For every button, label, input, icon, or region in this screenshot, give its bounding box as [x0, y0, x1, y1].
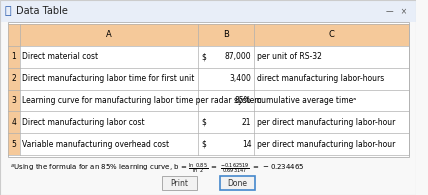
Text: Direct manufacturing labor time for first unit: Direct manufacturing labor time for firs…	[22, 74, 194, 83]
Bar	[8, 22, 409, 157]
Text: Print: Print	[170, 178, 188, 188]
Text: $: $	[201, 118, 206, 127]
Text: B: B	[223, 30, 229, 39]
Text: 4: 4	[12, 118, 16, 127]
Text: 21: 21	[242, 118, 251, 127]
Text: 3,400: 3,400	[229, 74, 251, 83]
Bar	[8, 133, 20, 155]
Text: C: C	[329, 30, 334, 39]
Text: 3: 3	[12, 96, 16, 105]
Text: 5: 5	[12, 140, 16, 149]
Text: ⓘ: ⓘ	[4, 6, 11, 16]
Bar	[8, 90, 20, 111]
Bar	[161, 176, 196, 190]
Text: —   ×: — ×	[386, 6, 407, 15]
Text: Variable manufacturing overhead cost: Variable manufacturing overhead cost	[22, 140, 169, 149]
Bar	[8, 111, 20, 133]
Text: 87,000: 87,000	[225, 52, 251, 61]
Text: per direct manufacturing labor-hour: per direct manufacturing labor-hour	[257, 118, 395, 127]
Text: 2: 2	[12, 74, 16, 83]
Text: Direct manufacturing labor cost: Direct manufacturing labor cost	[22, 118, 144, 127]
Text: 1: 1	[12, 52, 16, 61]
Bar	[220, 176, 255, 190]
Bar	[0, 0, 416, 22]
Text: $: $	[201, 140, 206, 149]
Text: Done: Done	[227, 178, 247, 188]
Text: 85%: 85%	[235, 96, 251, 105]
Text: 14: 14	[242, 140, 251, 149]
Text: Data Table: Data Table	[15, 6, 68, 16]
Text: $: $	[201, 52, 206, 61]
Text: per unit of RS-32: per unit of RS-32	[257, 52, 322, 61]
Bar	[8, 24, 409, 46]
Text: per direct manufacturing labor-hour: per direct manufacturing labor-hour	[257, 140, 395, 149]
Text: Direct material cost: Direct material cost	[22, 52, 98, 61]
Bar	[8, 68, 20, 90]
Text: Learning curve for manufacturing labor time per radar system: Learning curve for manufacturing labor t…	[22, 96, 262, 105]
Text: A: A	[106, 30, 112, 39]
Text: $^a$Using the formula for an 85% learning curve, b = $\frac{\ln\ 0.85}{\ln\ 2}\ : $^a$Using the formula for an 85% learnin…	[10, 162, 304, 176]
Text: direct manufacturing labor-hours: direct manufacturing labor-hours	[257, 74, 384, 83]
Text: cumulative average timeᵃ: cumulative average timeᵃ	[257, 96, 357, 105]
Bar	[8, 46, 20, 68]
